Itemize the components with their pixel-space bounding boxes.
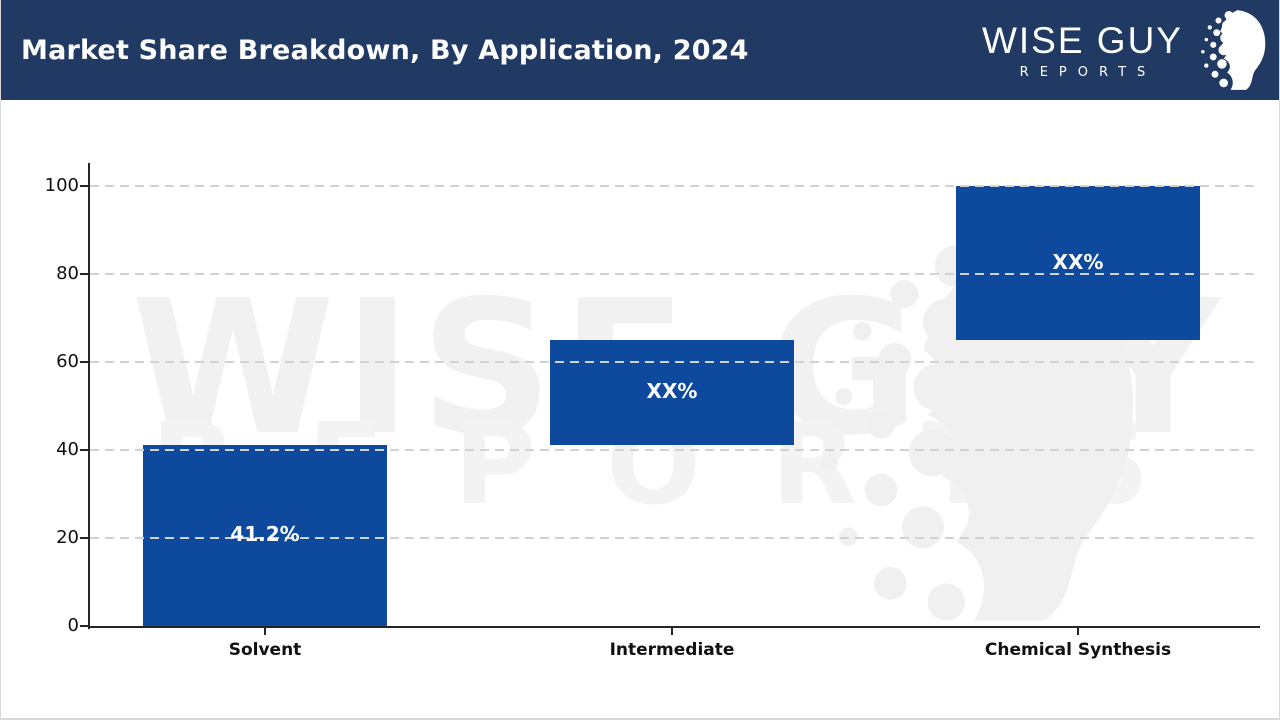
logo-wordmark-line1: WISE GUY <box>981 19 1183 61</box>
logo-wordmark-line2: REPORTS <box>1019 64 1157 80</box>
y-axis-line <box>88 163 90 629</box>
gridline-40 <box>90 449 1259 451</box>
y-tick-mark-20 <box>80 537 88 539</box>
y-tick-mark-80 <box>80 273 88 275</box>
bar-value-label: XX% <box>1052 250 1104 274</box>
y-tick-label: 100 <box>44 175 79 196</box>
logo-wordmark: WISE GUY REPORTS <box>982 22 1183 79</box>
bar-value-label: XX% <box>646 379 698 404</box>
y-tick-label: 40 <box>56 439 79 460</box>
y-tick-mark-40 <box>80 449 88 451</box>
gridline-100 <box>90 185 1259 187</box>
category-label: Intermediate <box>609 640 735 660</box>
category-label: Chemical Synthesis <box>984 640 1172 660</box>
wise-guy-reports-logo: WISE GUY REPORTS <box>982 6 1267 94</box>
x-tick-mark <box>1077 628 1079 635</box>
gridline-20 <box>90 537 1259 539</box>
logo-face-icon <box>1201 10 1266 90</box>
y-tick-label: 80 <box>56 263 79 284</box>
y-tick-mark-100 <box>80 185 88 187</box>
header-banner: Market Share Breakdown, By Application, … <box>1 0 1279 100</box>
bar-value-label: 41.2% <box>230 522 300 547</box>
y-tick-label: 60 <box>56 351 79 372</box>
y-tick-label: 20 <box>56 527 79 548</box>
waterfall-chart: 0 20 40 60 80 100 41.2% Solvent XX% Intermediate X… <box>1 100 1279 718</box>
y-tick-mark-60 <box>80 361 88 363</box>
category-label: Solvent <box>228 640 302 660</box>
bar-solvent <box>143 444 387 626</box>
x-tick-mark <box>264 628 266 635</box>
page-title: Market Share Breakdown, By Application, … <box>21 34 749 66</box>
bar-intermediate <box>550 340 794 445</box>
y-tick-label: 0 <box>67 615 79 636</box>
gridline-60 <box>90 361 1259 363</box>
x-axis-line <box>88 626 1260 628</box>
y-tick-mark-0 <box>80 625 88 627</box>
x-tick-mark <box>671 628 673 635</box>
gridline-80 <box>90 273 1259 275</box>
